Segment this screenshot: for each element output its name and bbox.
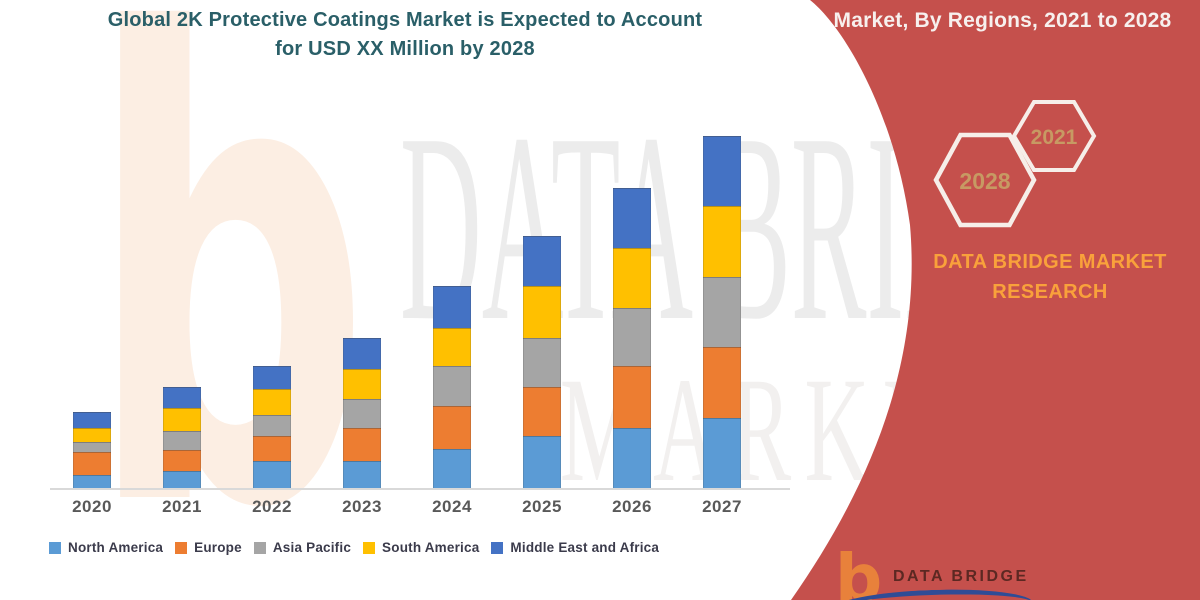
segment-middle-east-and-africa-2027 (703, 136, 741, 206)
segment-north-america-2021 (163, 471, 201, 488)
x-axis-label-2021: 2021 (162, 497, 202, 516)
segment-europe-2027 (703, 347, 741, 418)
legend-item-asia-pacific: Asia Pacific (253, 540, 352, 555)
legend-item-south-america: South America (363, 540, 479, 555)
segment-south-america-2025 (523, 286, 561, 338)
segment-south-america-2021 (163, 408, 201, 431)
chart-title: Global 2K Protective Coatings Market is … (35, 6, 775, 64)
legend-label-middle-east-and-africa: Middle East and Africa (510, 540, 660, 555)
stacked-bar-2027 (703, 136, 741, 488)
segment-europe-2025 (523, 387, 561, 436)
legend-label-europe: Europe (194, 540, 242, 555)
segment-north-america-2026 (613, 428, 651, 488)
segment-middle-east-and-africa-2022 (253, 366, 291, 389)
segment-asia-pacific-2022 (253, 415, 291, 436)
segment-europe-2026 (613, 366, 651, 428)
chart-title-line2: for USD XX Million by 2028 (275, 38, 535, 60)
segment-south-america-2020 (73, 428, 111, 442)
segment-north-america-2027 (703, 418, 741, 488)
legend-swatch-asia-pacific (253, 541, 266, 554)
segment-europe-2024 (433, 406, 471, 449)
stacked-bar-2023 (343, 338, 381, 488)
segment-middle-east-and-africa-2026 (613, 188, 651, 248)
legend-item-middle-east-and-africa: Middle East and Africa (491, 540, 659, 555)
x-axis-line (50, 488, 790, 490)
segment-south-america-2026 (613, 248, 651, 308)
x-axis-label-2025: 2025 (522, 497, 562, 516)
segment-europe-2021 (163, 450, 201, 471)
legend-swatch-middle-east-and-africa (491, 541, 504, 554)
segment-europe-2020 (73, 452, 111, 475)
stacked-bar-2025 (523, 236, 561, 488)
stacked-bar-2021 (163, 387, 201, 488)
legend-swatch-south-america (363, 541, 376, 554)
segment-europe-2022 (253, 436, 291, 461)
legend-label-north-america: North America (68, 540, 164, 555)
segment-south-america-2024 (433, 328, 471, 366)
segment-asia-pacific-2023 (343, 399, 381, 428)
segment-middle-east-and-africa-2021 (163, 387, 201, 408)
segment-asia-pacific-2026 (613, 308, 651, 366)
legend-swatch-europe (175, 541, 188, 554)
stacked-bar-2024 (433, 286, 471, 488)
segment-north-america-2020 (73, 475, 111, 488)
segment-europe-2023 (343, 428, 381, 461)
segment-south-america-2027 (703, 206, 741, 277)
x-axis-label-2027: 2027 (702, 497, 742, 516)
segment-asia-pacific-2025 (523, 338, 561, 387)
segment-middle-east-and-africa-2020 (73, 412, 111, 428)
chart-title-line1: Global 2K Protective Coatings Market is … (107, 9, 703, 31)
legend-item-north-america: North America (49, 540, 163, 555)
segment-asia-pacific-2024 (433, 366, 471, 406)
banner-caption: Market, By Regions, 2021 to 2028 (833, 9, 1172, 32)
footer-logo-text: DATA BRIDGE (893, 568, 1029, 585)
segment-north-america-2022 (253, 461, 291, 488)
segment-north-america-2023 (343, 461, 381, 488)
legend: North America Europe Asia Pacific South Ame… (49, 540, 659, 555)
legend-item-europe: Europe (175, 540, 242, 555)
x-axis-label-2026: 2026 (612, 497, 652, 516)
brand-name: DATA BRIDGE MARKET RESEARCH (870, 247, 1200, 307)
segment-middle-east-and-africa-2024 (433, 286, 471, 328)
x-axis-label-2024: 2024 (432, 497, 472, 516)
segment-middle-east-and-africa-2025 (523, 236, 561, 286)
segment-asia-pacific-2027 (703, 277, 741, 347)
segment-south-america-2023 (343, 369, 381, 399)
stacked-bar-2020 (73, 412, 111, 488)
footer-logo-b-icon: b (835, 540, 883, 600)
segment-north-america-2025 (523, 436, 561, 488)
segment-asia-pacific-2020 (73, 442, 111, 452)
segment-north-america-2024 (433, 449, 471, 488)
segment-middle-east-and-africa-2023 (343, 338, 381, 369)
legend-label-south-america: South America (382, 540, 480, 555)
x-axis-label-2022: 2022 (252, 497, 292, 516)
brand-name-line1: DATA BRIDGE MARKET (933, 251, 1167, 273)
x-axis-label-2020: 2020 (72, 497, 112, 516)
legend-swatch-north-america (49, 541, 61, 554)
x-axis-label-2023: 2023 (342, 497, 382, 516)
stacked-bar-2022 (253, 366, 291, 488)
stacked-bar-2026 (613, 188, 651, 488)
brand-name-line2: RESEARCH (992, 281, 1108, 303)
legend-label-asia-pacific: Asia Pacific (272, 540, 352, 555)
segment-asia-pacific-2021 (163, 431, 201, 450)
segment-south-america-2022 (253, 389, 291, 415)
